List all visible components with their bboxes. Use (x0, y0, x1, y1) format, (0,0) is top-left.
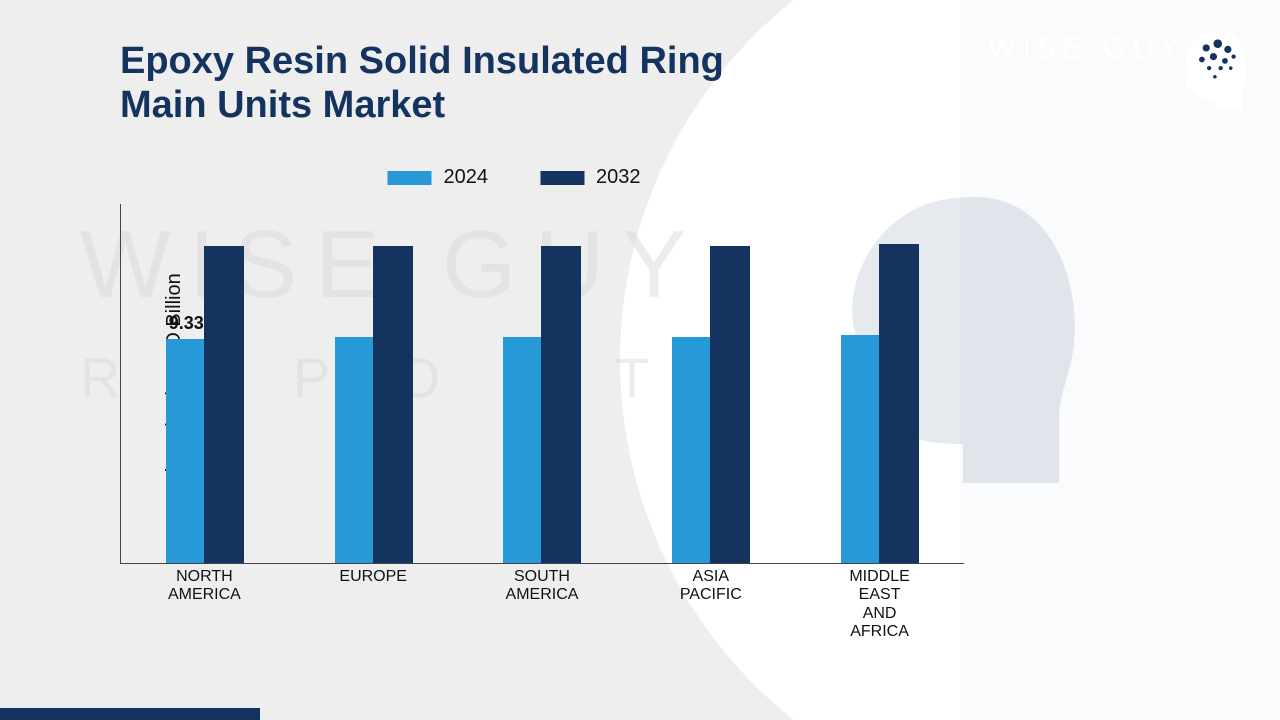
page: WISE GUY R E P O R T S Epoxy Resin Solid… (0, 0, 1280, 720)
plot-area: 9.33 (120, 204, 964, 564)
bar-groups: 9.33 (121, 204, 964, 563)
bar-group: 9.33 (130, 204, 280, 563)
bar-group (636, 204, 786, 563)
bar-group (467, 204, 617, 563)
decorative-bottom-bar (0, 708, 260, 720)
bar (541, 246, 581, 563)
bar (879, 244, 919, 563)
bar (672, 337, 712, 563)
legend-swatch-2024 (388, 171, 432, 185)
bar (710, 246, 750, 563)
chart: Market Size in USD Billion 2024 2032 9.3… (64, 170, 964, 610)
legend-item-2032: 2032 (540, 166, 641, 189)
x-axis-label: ASIA PACIFIC (636, 568, 786, 642)
legend-label-2024: 2024 (444, 166, 489, 189)
x-axis-label: EUROPE (298, 568, 448, 642)
chart-title: Epoxy Resin Solid Insulated Ring Main Un… (120, 40, 760, 127)
brand-head-icon (1176, 26, 1248, 116)
bar-group (805, 204, 955, 563)
x-axis-labels: NORTH AMERICA EUROPE SOUTH AMERICA ASIA PAC… (120, 568, 964, 642)
bar (335, 337, 375, 563)
x-axis-label: SOUTH AMERICA (467, 568, 617, 642)
legend-swatch-2032 (540, 171, 584, 185)
legend-label-2032: 2032 (596, 166, 641, 189)
legend: 2024 2032 (388, 166, 641, 189)
bar: 9.33 (166, 339, 206, 563)
bar (373, 246, 413, 563)
x-axis-label: MIDDLE EAST AND AFRICA (805, 568, 955, 642)
x-axis-label: NORTH AMERICA (129, 568, 279, 642)
bar-group (299, 204, 449, 563)
brand-logo: WISE GUY R E P O R T S (988, 32, 1248, 112)
bar (841, 335, 881, 563)
bar-value-label: 9.33 (169, 313, 204, 334)
legend-item-2024: 2024 (388, 166, 489, 189)
bar (503, 337, 543, 563)
bar (204, 246, 244, 563)
